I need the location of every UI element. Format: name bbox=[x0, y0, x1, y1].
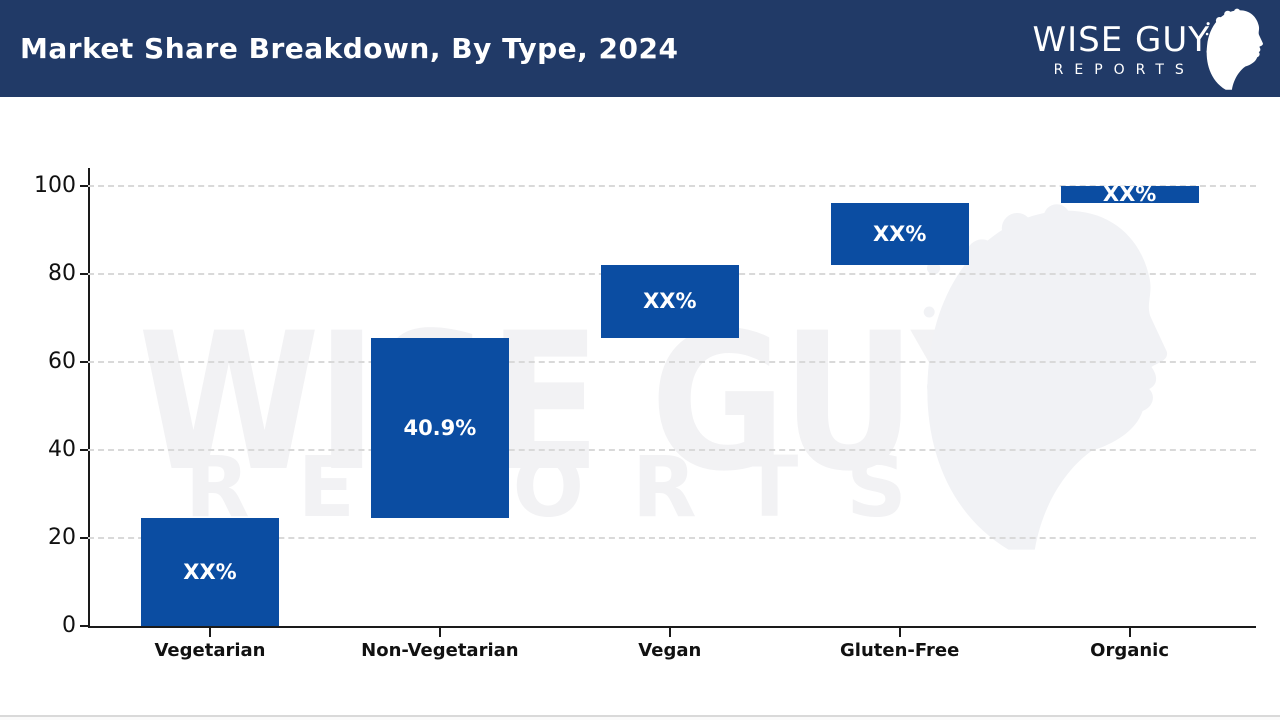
bar-organic: XX% bbox=[1060, 182, 1199, 207]
brand-logo: WISE GUY REPORTS bbox=[1032, 4, 1266, 94]
x-tick-label: Vegan bbox=[638, 640, 702, 661]
y-axis-tick bbox=[80, 185, 88, 187]
bar-gluten-free: XX% bbox=[830, 203, 969, 266]
y-axis-tick bbox=[80, 449, 88, 451]
x-tick-label: Vegetarian bbox=[154, 640, 266, 661]
header-bar: Market Share Breakdown, By Type, 2024 WI… bbox=[0, 0, 1280, 97]
x-tick-label: Organic bbox=[1090, 640, 1170, 661]
bar-value-label: 40.9% bbox=[403, 415, 477, 440]
y-axis-tick bbox=[80, 361, 88, 363]
x-axis-tick bbox=[898, 628, 901, 637]
bar-value-label: XX% bbox=[872, 221, 927, 246]
x-axis-tick bbox=[438, 628, 441, 637]
x-axis-line bbox=[88, 626, 1256, 628]
logo-subtext: REPORTS bbox=[1053, 62, 1195, 78]
footer-strip bbox=[0, 717, 1280, 720]
y-tick-label: 100 bbox=[34, 173, 76, 198]
logo-wordmark: WISE GUY bbox=[1032, 20, 1210, 60]
y-tick-label: 40 bbox=[48, 437, 76, 462]
bar-vegan: XX% bbox=[600, 265, 739, 339]
y-axis-tick bbox=[80, 537, 88, 539]
x-axis-tick bbox=[1128, 628, 1131, 637]
y-axis-tick bbox=[80, 273, 88, 275]
x-tick-label: Gluten-Free bbox=[840, 640, 960, 661]
bar-non-vegetarian: 40.9% bbox=[370, 338, 509, 519]
y-axis-line bbox=[88, 168, 90, 628]
bar-value-label: XX% bbox=[643, 289, 697, 314]
gridline bbox=[88, 537, 1256, 539]
y-tick-label: 80 bbox=[48, 261, 76, 286]
y-tick-label: 60 bbox=[48, 349, 76, 374]
page-title: Market Share Breakdown, By Type, 2024 bbox=[20, 32, 679, 65]
bar-vegetarian: XX% bbox=[141, 518, 279, 626]
x-tick-label: Non-Vegetarian bbox=[361, 640, 519, 661]
y-tick-label: 20 bbox=[48, 525, 76, 550]
logo-face-icon bbox=[1204, 8, 1266, 91]
gridline bbox=[88, 449, 1256, 451]
bar-value-label: XX% bbox=[183, 559, 237, 584]
y-tick-label: 0 bbox=[62, 613, 76, 638]
gridline bbox=[88, 361, 1256, 363]
x-axis-tick bbox=[209, 628, 211, 637]
bar-value-label: XX% bbox=[1102, 182, 1157, 207]
footer-divider bbox=[0, 715, 1280, 717]
y-axis-tick bbox=[80, 625, 88, 627]
watermark-subtext: REPORTS bbox=[185, 438, 955, 536]
gridline bbox=[88, 185, 1256, 187]
x-axis-tick bbox=[668, 628, 671, 637]
watermark-wordmark: WISE GUY bbox=[138, 292, 1031, 513]
